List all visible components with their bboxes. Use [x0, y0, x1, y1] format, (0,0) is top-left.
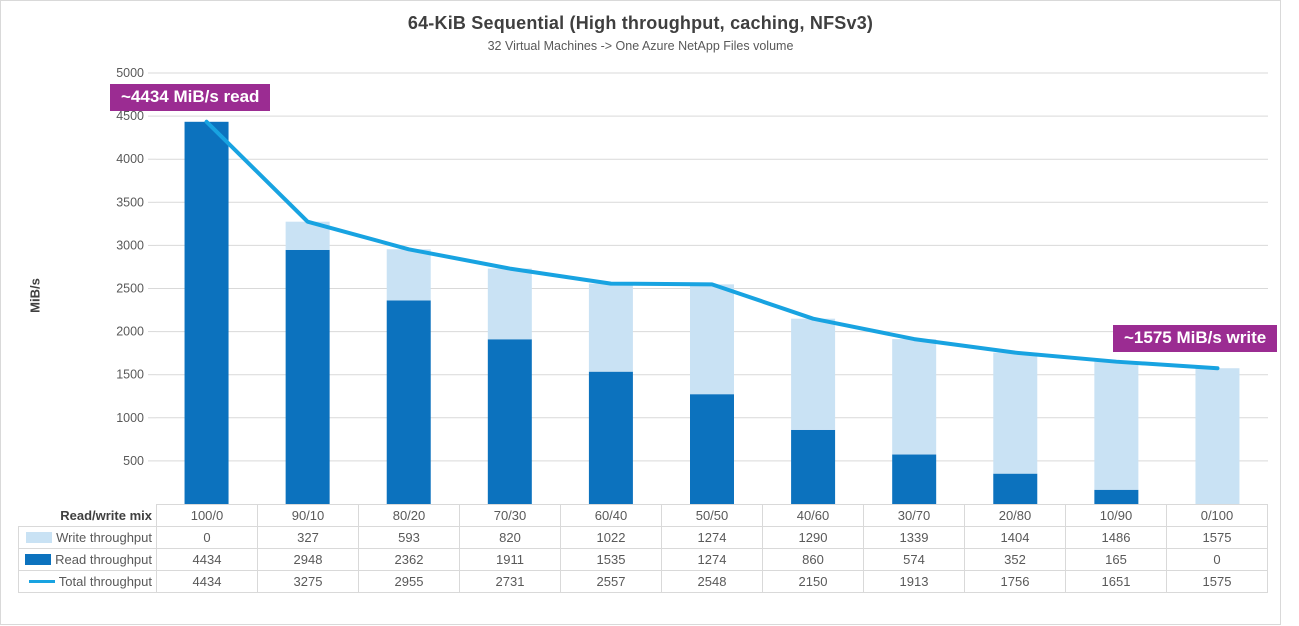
- write-value-cell: 0: [156, 526, 258, 549]
- bar-read-60/40: [588, 371, 633, 504]
- table-row-total: Total throughput 4434 3275 2955 2731 2557 2548…: [18, 570, 1268, 593]
- write-legend-label: Write throughput: [56, 530, 152, 545]
- bar-read-80/20: [386, 300, 431, 504]
- table-row-categories: Read/write mix 100/0 90/10 80/20 70/30 60/40 5…: [18, 504, 1268, 527]
- category-cell: 50/50: [661, 504, 763, 527]
- bar-write-30/70: [892, 339, 937, 455]
- read-value-cell: 574: [863, 548, 965, 571]
- read-value-cell: 1911: [459, 548, 561, 571]
- read-value-cell: 165: [1065, 548, 1167, 571]
- chart-title: 64-KiB Sequential (High throughput, cach…: [407, 13, 874, 33]
- legend-cell-total: Total throughput: [18, 570, 157, 593]
- bar-write-90/10: [285, 221, 330, 250]
- category-cell: 40/60: [762, 504, 864, 527]
- bar-write-60/40: [588, 283, 633, 372]
- data-table: Read/write mix 100/0 90/10 80/20 70/30 60/40 5…: [18, 504, 1268, 593]
- write-value-cell: 820: [459, 526, 561, 549]
- total-throughput-line: [204, 119, 1220, 371]
- total-value-cell: 1651: [1065, 570, 1167, 593]
- read-value-cell: 1274: [661, 548, 763, 571]
- y-tick-label: 1000: [116, 411, 144, 425]
- category-cell: 20/80: [964, 504, 1066, 527]
- bar-read-50/50: [690, 394, 734, 504]
- bar-read-30/70: [892, 454, 937, 504]
- bar-write-20/80: [993, 352, 1038, 474]
- total-value-cell: 3275: [257, 570, 359, 593]
- category-cell: 60/40: [560, 504, 662, 527]
- y-axis-title: MiB/s: [27, 278, 43, 313]
- bar-read-90/10: [285, 249, 330, 504]
- bar-read-20/80: [993, 473, 1038, 504]
- bar-write-0/100: [1195, 368, 1240, 504]
- total-legend-swatch: [28, 580, 55, 583]
- read-value-cell: 4434: [156, 548, 258, 571]
- bar-write-50/50: [690, 284, 734, 395]
- write-value-cell: 593: [358, 526, 460, 549]
- bar-write-40/60: [791, 318, 836, 430]
- write-value-cell: 327: [257, 526, 359, 549]
- category-cell: 10/90: [1065, 504, 1167, 527]
- total-value-cell: 1575: [1166, 570, 1268, 593]
- read-value-cell: 2948: [257, 548, 359, 571]
- y-tick-label: 5000: [116, 66, 144, 80]
- bar-write-80/20: [386, 249, 431, 301]
- write-value-cell: 1575: [1166, 526, 1268, 549]
- read-value-cell: 352: [964, 548, 1066, 571]
- y-tick-label: 500: [123, 454, 144, 468]
- read-value-cell: 860: [762, 548, 864, 571]
- total-value-cell: 1913: [863, 570, 965, 593]
- read-value-cell: 0: [1166, 548, 1268, 571]
- total-value-cell: 2150: [762, 570, 864, 593]
- write-throughput-callout: ~1575 MiB/s write: [1113, 325, 1278, 352]
- total-value-cell: 2731: [459, 570, 561, 593]
- total-value-cell: 2955: [358, 570, 460, 593]
- category-cell: 80/20: [358, 504, 460, 527]
- category-cell: 30/70: [863, 504, 965, 527]
- bar-write-10/90: [1094, 361, 1139, 490]
- y-tick-label: 3000: [116, 238, 144, 252]
- category-header-cell: Read/write mix: [18, 504, 157, 527]
- read-legend-label: Read throughput: [55, 552, 152, 567]
- write-value-cell: 1022: [560, 526, 662, 549]
- chart-subtitle: 32 Virtual Machines -> One Azure NetApp …: [487, 39, 794, 53]
- write-value-cell: 1290: [762, 526, 864, 549]
- table-row-write: Write throughput 0 327 593 820 1022 1274 1290 13…: [18, 526, 1268, 549]
- total-value-cell: 4434: [156, 570, 258, 593]
- bar-read-40/60: [791, 429, 836, 504]
- total-value-cell: 2557: [560, 570, 662, 593]
- total-value-cell: 1756: [964, 570, 1066, 593]
- read-value-cell: 1535: [560, 548, 662, 571]
- bar-read-10/90: [1094, 489, 1139, 504]
- y-tick-label: 2000: [116, 325, 144, 339]
- total-legend-label: Total throughput: [58, 574, 152, 589]
- category-cell: 90/10: [257, 504, 359, 527]
- table-row-read: Read throughput 4434 2948 2362 1911 1535 1274 8…: [18, 548, 1268, 571]
- total-value-cell: 2548: [661, 570, 763, 593]
- read-legend-swatch: [25, 554, 52, 565]
- bar-read-70/30: [487, 339, 532, 504]
- write-legend-swatch: [26, 532, 53, 543]
- category-cell: 100/0: [156, 504, 258, 527]
- legend-cell-write: Write throughput: [18, 526, 157, 549]
- category-cell: 0/100: [1166, 504, 1268, 527]
- write-value-cell: 1274: [661, 526, 763, 549]
- bar-read-100/0: [184, 121, 229, 505]
- write-value-cell: 1486: [1065, 526, 1167, 549]
- read-throughput-callout: ~4434 MiB/s read: [110, 84, 271, 111]
- y-tick-label: 4000: [116, 152, 144, 166]
- y-tick-label: 2500: [116, 282, 144, 296]
- read-value-cell: 2362: [358, 548, 460, 571]
- y-tick-label: 1500: [116, 368, 144, 382]
- y-tick-label: 3500: [116, 195, 144, 209]
- legend-cell-read: Read throughput: [18, 548, 157, 571]
- y-tick-label: 4500: [116, 109, 144, 123]
- write-value-cell: 1404: [964, 526, 1066, 549]
- category-cell: 70/30: [459, 504, 561, 527]
- write-value-cell: 1339: [863, 526, 965, 549]
- bar-write-70/30: [487, 268, 532, 340]
